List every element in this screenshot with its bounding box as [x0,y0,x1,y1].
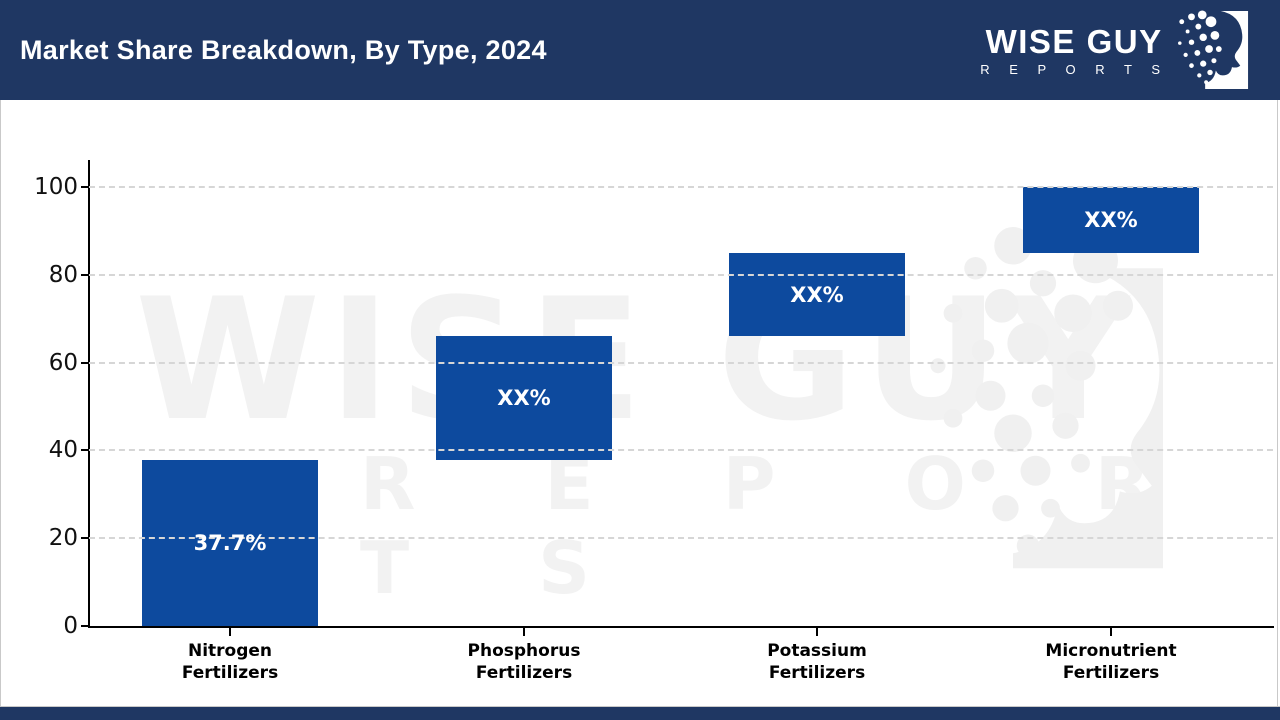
y-tick-mark [81,273,89,276]
y-tick-label: 20 [48,525,78,552]
y-tick-label: 100 [34,174,78,200]
bar [142,460,318,626]
bar [1023,187,1199,253]
bar-value-label: XX% [790,282,844,307]
page-title: Market Share Breakdown, By Type, 2024 [20,34,547,65]
bar-value-label: 37.7% [193,531,267,556]
y-tick-label: 60 [48,349,78,376]
gridline [89,186,1273,188]
gridline [89,273,1273,276]
brand-logo-text: WISE GUY R E P O R T S [980,25,1168,76]
bar [436,336,612,461]
bar [729,252,905,337]
y-tick-mark [81,625,89,627]
brand-face-icon [1178,10,1249,89]
x-category-label: Phosphorus Fertilizers [467,641,581,684]
y-tick-mark [81,361,89,364]
brand-subname: R E P O R T S [980,61,1168,77]
gridline [89,449,1273,452]
y-tick-label: 80 [48,261,78,288]
x-tick-mark [229,628,231,636]
gridline [89,361,1273,364]
y-tick-label: 40 [48,437,78,464]
x-category-label: Micronutrient Fertilizers [1045,641,1177,684]
card-border-left [0,100,1,707]
bar-value-label: XX% [497,386,551,411]
y-axis-line [88,160,90,628]
x-tick-mark [1110,628,1112,636]
y-tick-label: 0 [63,613,78,639]
x-tick-mark [523,628,525,636]
bar-value-label: XX% [1084,207,1138,232]
card-border-right [1277,100,1278,707]
x-category-label: Nitrogen Fertilizers [181,641,279,684]
y-tick-mark [81,186,89,188]
watermark-text-wiseguy: WISE GUY [135,262,1138,458]
header-bar: Market Share Breakdown, By Type, 2024 WI… [0,0,1280,100]
y-tick-mark [81,537,89,540]
footer-bar [0,707,1280,720]
gridline [89,537,1273,540]
x-category-label: Potassium Fertilizers [767,641,867,684]
card-border-bottom [0,706,1280,707]
x-tick-mark [816,628,818,636]
y-tick-mark [81,449,89,452]
brand-logo: WISE GUY R E P O R T S [980,10,1250,90]
x-axis-line [88,626,1274,628]
brand-name: WISE GUY [985,22,1163,60]
